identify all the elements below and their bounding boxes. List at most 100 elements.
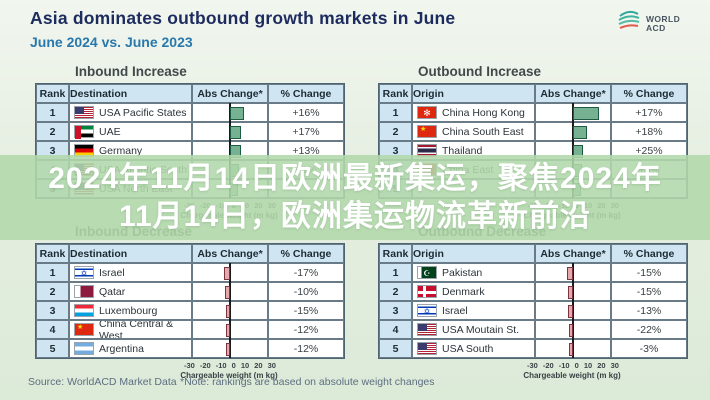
- abs-change-bar: [225, 285, 230, 299]
- axis-tick-labels: -30 -20 -10 0 10 20 30: [527, 361, 619, 370]
- rank-cell: 5: [379, 339, 412, 358]
- place-label: UAE: [99, 125, 121, 138]
- abs-change-bar: [568, 304, 573, 318]
- table-row: 1 China Hong Kong +17%: [379, 103, 687, 122]
- axis-tick: 10: [583, 361, 593, 370]
- headline-overlay-banner: 2024年11月14日欧洲最新集运，聚焦2024年 11月14日，欧洲集运物流革…: [0, 155, 710, 240]
- table-row: 3 Luxembourg -15%: [36, 301, 344, 320]
- place-label: Qatar: [99, 285, 126, 298]
- axis-tick: 20: [254, 361, 263, 370]
- rank-cell: 1: [36, 263, 69, 282]
- rank-cell: 2: [379, 282, 412, 301]
- pct-change-cell: -10%: [268, 282, 344, 301]
- pct-change-cell: -12%: [268, 339, 344, 358]
- table-title: Inbound Increase: [75, 64, 187, 79]
- section-inbound-decrease: Inbound DecreaseRankDestinationAbs Chang…: [35, 224, 345, 381]
- axis-tick: -10: [558, 361, 570, 370]
- source-text: Source: WorldACD Market Data: [28, 376, 177, 388]
- us-flag-icon: [417, 342, 437, 355]
- abs-change-bar: [569, 323, 573, 337]
- place-cell: Israel: [69, 263, 192, 282]
- place-label: Germany: [99, 144, 143, 157]
- abs-change-bar: [573, 106, 600, 120]
- axis-tick: 30: [267, 361, 276, 370]
- axis-tick: 10: [240, 361, 250, 370]
- worldacd-logo-text: WORLD ACD: [646, 13, 681, 33]
- pct-change-cell: -13%: [611, 301, 687, 320]
- place-label: Pakistan: [442, 266, 483, 279]
- abs-change-header: Abs Change*: [192, 244, 268, 263]
- abs-change-bar: [573, 125, 587, 139]
- pct-change-cell: +18%: [611, 122, 687, 141]
- place-header: Destination: [69, 84, 192, 103]
- zero-axis-line: [229, 103, 231, 198]
- axis-tick-labels: -30 -20 -10 0 10 20 30: [184, 361, 276, 370]
- table-row: 1 Israel -17%: [36, 263, 344, 282]
- table-header-row: Rank Origin Abs Change*% Change: [379, 84, 687, 103]
- page-subtitle: June 2024 vs. June 2023: [30, 34, 193, 50]
- pct-change-cell: -15%: [611, 263, 687, 282]
- qa-flag-icon: [74, 285, 94, 298]
- il-flag-icon: [417, 304, 437, 317]
- pct-change-header: % Change: [611, 84, 687, 103]
- place-cell: Israel: [412, 301, 535, 320]
- table-row: 2 Qatar -10%: [36, 282, 344, 301]
- axis-tick: -20: [199, 361, 211, 370]
- rank-cell: 2: [36, 122, 69, 141]
- rank-header: Rank: [36, 244, 69, 263]
- pct-change-header: % Change: [611, 244, 687, 263]
- page-title: Asia dominates outbound growth markets i…: [30, 8, 456, 28]
- place-label: China Central & West: [99, 320, 174, 339]
- place-cell: USA Pacific States: [69, 103, 192, 122]
- rank-header: Rank: [379, 84, 412, 103]
- note-text: *Note: rankings are based on absolute we…: [180, 376, 435, 388]
- axis-tick: 0: [574, 361, 579, 370]
- rank-header: Rank: [379, 244, 412, 263]
- uae-flag-icon: [74, 125, 94, 139]
- abs-change-bar: [226, 323, 230, 337]
- place-cell: China South East: [412, 122, 535, 141]
- abs-change-bar: [566, 266, 573, 280]
- place-header: Origin: [412, 244, 535, 263]
- table-header-row: Rank Destination Abs Change*% Change: [36, 84, 344, 103]
- place-cell: USA Moutain St.: [412, 320, 535, 339]
- place-label: Argentina: [99, 342, 144, 355]
- abs-change-bar: [226, 342, 230, 356]
- worldacd-globe-icon: [616, 8, 642, 39]
- place-cell: USA South: [412, 339, 535, 358]
- place-label: China South East: [442, 125, 524, 138]
- pct-change-cell: -15%: [611, 282, 687, 301]
- place-label: China Hong Kong: [442, 106, 525, 119]
- table-row: 1 Pakistan -15%: [379, 263, 687, 282]
- rank-cell: 2: [36, 282, 69, 301]
- us-flag-icon: [74, 106, 94, 119]
- abs-change-header: Abs Change*: [192, 84, 268, 103]
- pct-change-cell: +16%: [268, 103, 344, 122]
- abs-change-cell: [535, 103, 611, 122]
- rank-cell: 4: [379, 320, 412, 339]
- place-header: Origin: [412, 84, 535, 103]
- pct-change-cell: -17%: [268, 263, 344, 282]
- axis-tick: 20: [597, 361, 606, 370]
- axis-tick: 0: [231, 361, 236, 370]
- place-label: Israel: [442, 304, 468, 317]
- table-row: 4 USA Moutain St. -22%: [379, 320, 687, 339]
- axis-tick: 30: [610, 361, 619, 370]
- table-row: 1 USA Pacific States +16%: [36, 103, 344, 122]
- table-row: 2 Denmark -15%: [379, 282, 687, 301]
- abs-change-cell: [192, 122, 268, 141]
- place-label: USA Moutain St.: [442, 323, 520, 336]
- place-cell: Luxembourg: [69, 301, 192, 320]
- rank-cell: 1: [379, 103, 412, 122]
- logo-word-world: WORLD: [646, 13, 681, 24]
- axis-tick: -30: [527, 361, 538, 370]
- place-label: Israel: [99, 266, 125, 279]
- axis-label: Chargeable weight (m kg): [180, 371, 278, 380]
- abs-change-cell: [192, 103, 268, 122]
- table-row: 2 China South East +18%: [379, 122, 687, 141]
- rank-cell: 5: [36, 339, 69, 358]
